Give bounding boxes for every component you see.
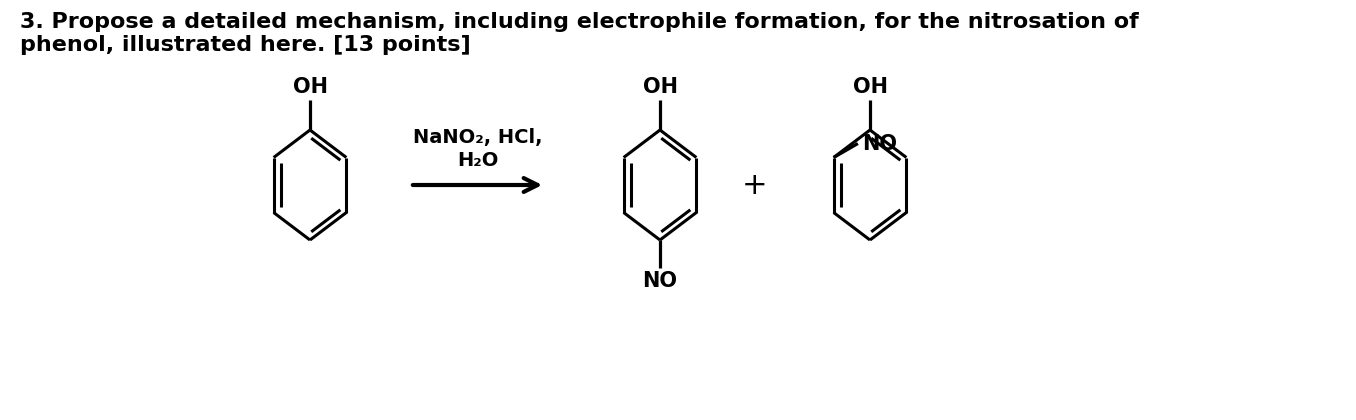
Text: NO: NO	[643, 271, 678, 291]
Text: NaNO₂, HCl,: NaNO₂, HCl,	[412, 128, 542, 147]
Text: OH: OH	[853, 77, 887, 97]
Text: OH: OH	[643, 77, 678, 97]
Text: phenol, illustrated here. [13 points]: phenol, illustrated here. [13 points]	[20, 35, 471, 55]
Text: 3. Propose a detailed mechanism, including electrophile formation, for the nitro: 3. Propose a detailed mechanism, includi…	[20, 12, 1139, 32]
Text: OH: OH	[293, 77, 328, 97]
Text: +: +	[742, 171, 767, 200]
Text: NO: NO	[862, 134, 896, 153]
Text: H₂O: H₂O	[457, 151, 498, 170]
